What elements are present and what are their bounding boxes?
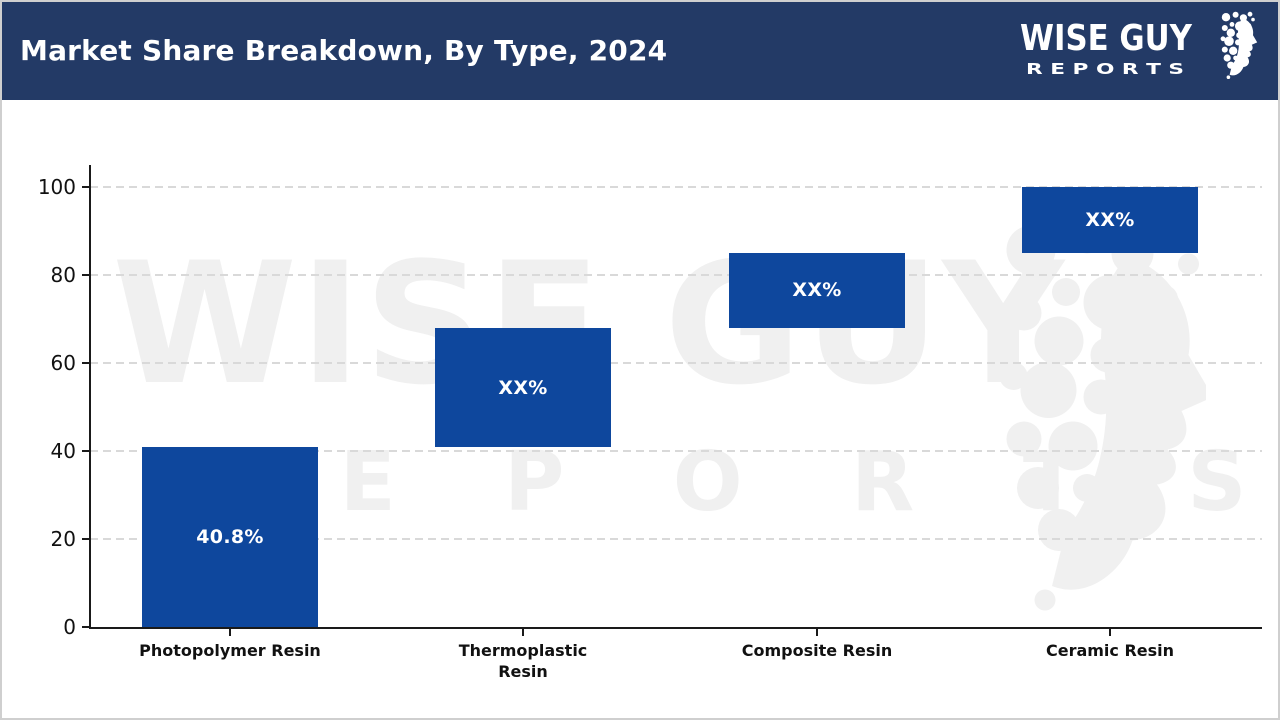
- bar: 40.8%: [142, 447, 318, 627]
- bar-value-label: 40.8%: [196, 526, 264, 549]
- chart-canvas: WISE GUY R E P O R T S 0 20 40 60 80 100 40.8%…: [0, 100, 1280, 720]
- page-title: Market Share Breakdown, By Type, 2024: [20, 33, 668, 67]
- y-axis-tick: [82, 626, 89, 628]
- bar-value-label: XX%: [1085, 209, 1135, 231]
- bar: XX%: [435, 327, 611, 448]
- x-category-label: Composite Resin: [741, 641, 893, 660]
- y-axis-tick-label: 0: [63, 615, 76, 639]
- y-axis-tick-label: 100: [37, 175, 76, 199]
- x-axis-tick: [522, 629, 524, 636]
- bar-value-label: XX%: [792, 279, 842, 302]
- y-axis-tick: [82, 274, 89, 276]
- y-axis-tick: [82, 186, 89, 188]
- y-axis-tick-label: 20: [50, 527, 76, 551]
- y-axis-tick-label: 60: [50, 351, 76, 375]
- gridline: [90, 362, 1262, 364]
- logo-dotted-face-icon: [1220, 11, 1258, 79]
- logo-wordmark: WISE GUY: [1020, 18, 1193, 59]
- y-axis-tick: [82, 538, 89, 540]
- x-axis-tick: [816, 629, 818, 636]
- x-axis-tick: [1109, 629, 1111, 636]
- y-axis-line: [89, 165, 91, 629]
- bar-value-label: XX%: [498, 376, 548, 399]
- x-category-label: Thermoplastic Resin: [458, 641, 588, 681]
- x-category-label: Photopolymer Resin: [139, 641, 321, 660]
- gridline: [90, 538, 1262, 540]
- y-axis-tick-label: 80: [50, 263, 76, 287]
- x-category-label: Ceramic Resin: [1045, 641, 1175, 660]
- bar: XX%: [1022, 187, 1198, 253]
- y-axis-tick-label: 40: [50, 439, 76, 463]
- header-bar: Market Share Breakdown, By Type, 2024 WI…: [0, 0, 1280, 100]
- logo-subtitle: R E P O R T S: [1026, 60, 1184, 78]
- bar: XX%: [729, 253, 905, 328]
- gridline: [90, 186, 1262, 188]
- watermark-dotted-face-icon: [999, 218, 1206, 611]
- gridline: [90, 450, 1262, 452]
- x-axis-line: [89, 627, 1262, 629]
- y-axis-tick: [82, 362, 89, 364]
- x-axis-tick: [229, 629, 231, 636]
- y-axis-tick: [82, 450, 89, 452]
- gridline: [90, 274, 1262, 276]
- wise-guy-reports-logo: WISE GUY R E P O R T S: [1020, 11, 1258, 79]
